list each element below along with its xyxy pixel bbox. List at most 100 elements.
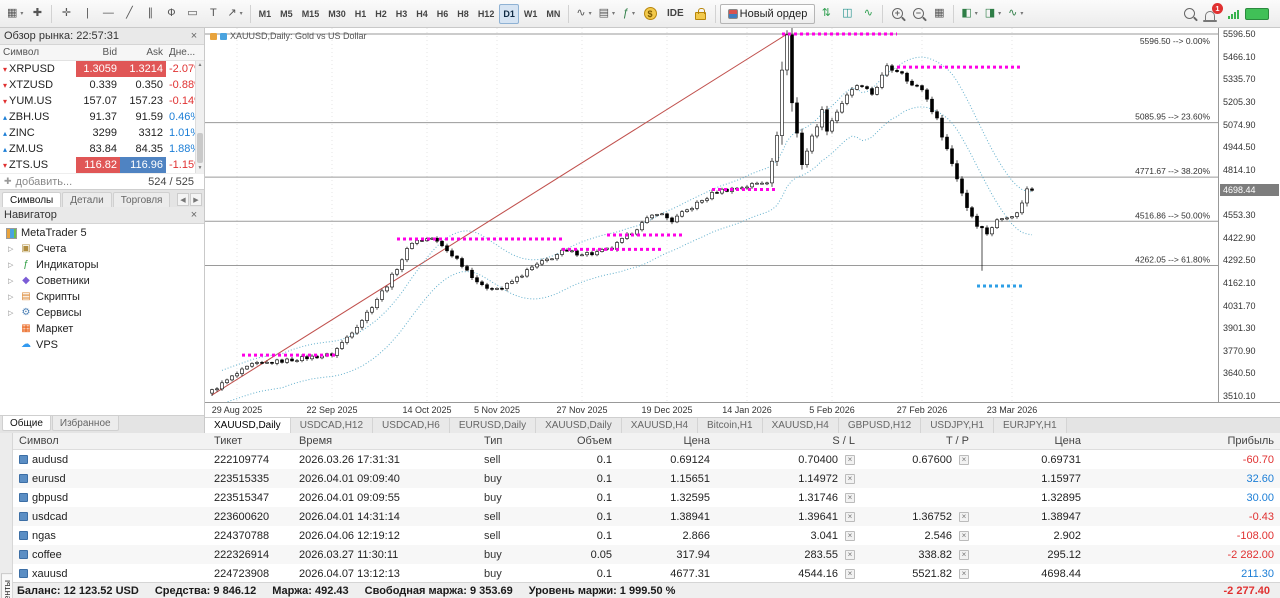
expand-arrow-icon[interactable]: ▷ [8,246,14,253]
price-axis[interactable]: 5596.50 5466.10 5335.70 5205.30 5074.90 4944.… [1218,28,1280,402]
timeframe-button-m30[interactable]: M30 [328,8,346,19]
column-header-6[interactable]: S / L [832,435,855,447]
market-row[interactable]: ▴ZINC 3299 3312 1.01% [0,125,204,141]
add-symbol-link[interactable]: добавить... [15,175,73,188]
search-button[interactable] [1179,4,1199,24]
tab-details[interactable]: Детали [62,192,112,207]
scroll-up-button[interactable]: ▲ [197,62,203,68]
column-header-4[interactable]: Объем [576,435,612,447]
close-icon[interactable]: × [190,209,198,221]
remove-sl-button[interactable]: × [845,530,855,541]
position-row[interactable]: usdcad 223600620 2026.04.01 14:31:14 sell 0.… [13,507,1280,526]
timeframe-button-d1[interactable]: D1 [499,3,519,24]
profiles-button[interactable]: ✚ [27,4,47,24]
terminal-toggle-button[interactable]: ◨ ▾ [982,4,1004,24]
timeframe-button-h8[interactable]: H8 [457,8,469,19]
remove-sl-button[interactable]: × [845,454,855,465]
timeframe-button-h6[interactable]: H6 [436,8,449,19]
navigator-item-experts[interactable]: ▷ ◆ Советники [0,273,204,289]
chart-tab-2[interactable]: USDCAD,H6 [373,418,450,433]
remove-sl-button[interactable]: × [845,568,855,579]
fibonacci-button[interactable]: Ф [161,4,181,24]
market-row[interactable]: ▴ZM.US 83.84 84.35 1.88% [0,141,204,157]
column-header-3[interactable]: Тип [484,435,503,447]
remove-tp-button[interactable]: × [959,511,969,522]
timeframe-button-h4[interactable]: H4 [416,8,428,19]
position-row[interactable]: coffee 222326914 2026.03.27 11:30:11 buy 0.0… [13,545,1280,564]
column-header-2[interactable]: Время [299,435,333,447]
ide-button[interactable]: IDE [667,8,684,19]
horizontal-line-button[interactable]: — [98,4,118,24]
timeframe-button-h3[interactable]: H3 [395,8,408,19]
timeframe-button-m1[interactable]: M1 [258,8,272,19]
scrollbar-thumb[interactable] [197,133,203,163]
chart-tab-9[interactable]: USDJPY,H1 [921,418,994,433]
text-button[interactable]: T [203,4,223,24]
remove-sl-button[interactable]: × [845,492,855,503]
new-chart-button[interactable]: ▦ ▾ [4,4,26,24]
expand-arrow-icon[interactable]: ▷ [8,294,14,301]
tab-favorites[interactable]: Избранное [51,416,119,431]
scroll-down-button[interactable]: ▼ [197,165,203,171]
chart-tab-6[interactable]: Bitcoin,H1 [698,418,763,433]
zoom-out-button[interactable]: − [908,4,928,24]
algo-trading-button[interactable]: $ [640,4,660,24]
templates-button[interactable]: ▤ ▾ [596,4,618,24]
position-row[interactable]: eurusd 223515335 2026.04.01 09:09:40 buy 0.1… [13,469,1280,488]
timeframe-button-m15[interactable]: M15 [301,8,320,19]
position-row[interactable]: ngas 224370788 2026.04.06 12:19:12 sell 0.1 2… [13,526,1280,545]
remove-tp-button[interactable]: × [959,549,969,560]
chart-area[interactable]: 5596.50 --> 0.00% 5085.95 --> 23.60% 4771.… [205,28,1218,402]
data-window-button[interactable]: ◧ ▾ [958,4,980,24]
remove-sl-button[interactable]: × [845,473,855,484]
navigator-item-accounts[interactable]: ▷ ▣ Счета [0,241,204,257]
market-row[interactable]: ▾XTZUSD 0.339 0.350 -0.88% [0,77,204,93]
chart-tab-4[interactable]: XAUUSD,Daily [536,418,622,433]
arrows-button[interactable]: ↗ ▾ [224,4,245,24]
trendline-button[interactable]: ╱ [119,4,139,24]
column-header-8[interactable]: Цена [1054,435,1081,447]
scroll-right-button[interactable]: ▶ [190,193,202,206]
market-depth-button[interactable]: ◫ [837,4,857,24]
market-watch-scrollbar[interactable]: ▲ ▼ [195,61,204,173]
timeframe-button-mn[interactable]: MN [546,8,561,19]
chart-tab-10[interactable]: EURJPY,H1 [993,418,1067,433]
indicators-button[interactable]: ƒ ▾ [619,4,639,24]
navigator-item-services[interactable]: ▷ ⚙ Сервисы [0,305,204,321]
column-header-1[interactable]: Тикет [214,435,243,447]
timeframe-button-m5[interactable]: M5 [280,8,293,19]
chart-tab-7[interactable]: XAUUSD,H4 [762,418,839,433]
column-bid[interactable]: Bid [102,47,117,58]
tile-windows-button[interactable]: ▦ [929,4,949,24]
zoom-in-button[interactable]: + [887,4,907,24]
chart-type-button[interactable]: ∿ ▾ [573,4,594,24]
toolbox-vertical-tab[interactable]: Инструменты [0,572,12,598]
notifications-button[interactable]: 1 [1200,2,1223,24]
remove-tp-button[interactable]: × [959,568,969,579]
shapes-button[interactable]: ▭ [182,4,202,24]
position-row[interactable]: xauusd 224723908 2026.04.07 13:12:13 buy 0.1… [13,564,1280,583]
tick-chart-button[interactable]: ∿ [858,4,878,24]
chart-tab-5[interactable]: XAUUSD,H4 [621,418,699,433]
timeframe-button-h1[interactable]: H1 [354,8,367,19]
column-header-9[interactable]: Прибыль [1227,435,1274,447]
market-row[interactable]: ▾YUM.US 157.07 157.23 -0.14% [0,93,204,109]
timeframe-button-w1[interactable]: W1 [523,8,538,19]
navigator-item-market[interactable]: ▦ Маркет [0,321,204,337]
remove-sl-button[interactable]: × [845,511,855,522]
position-row[interactable]: audusd 222109774 2026.03.26 17:31:31 sell 0.… [13,450,1280,469]
padlock-button[interactable] [691,4,711,24]
tab-symbols[interactable]: Символы [2,192,62,207]
crosshair-button[interactable]: ✛ [56,4,76,24]
time-axis[interactable]: 29 Aug 2025 22 Sep 2025 14 Oct 2025 5 Nov 2… [205,402,1280,417]
navigator-item-indicators[interactable]: ▷ ƒ Индикаторы [0,257,204,273]
channel-button[interactable]: ∥ [140,4,160,24]
remove-tp-button[interactable]: × [959,454,969,465]
chart-tab-8[interactable]: GBPUSD,H12 [838,418,922,433]
navigator-item-scripts[interactable]: ▷ ▤ Скрипты [0,289,204,305]
new-order-button[interactable]: Новый ордер [719,3,816,24]
tab-common[interactable]: Общие [2,416,51,431]
column-header-7[interactable]: T / P [945,435,969,447]
chart-tab-1[interactable]: USDCAD,H12 [290,418,374,433]
